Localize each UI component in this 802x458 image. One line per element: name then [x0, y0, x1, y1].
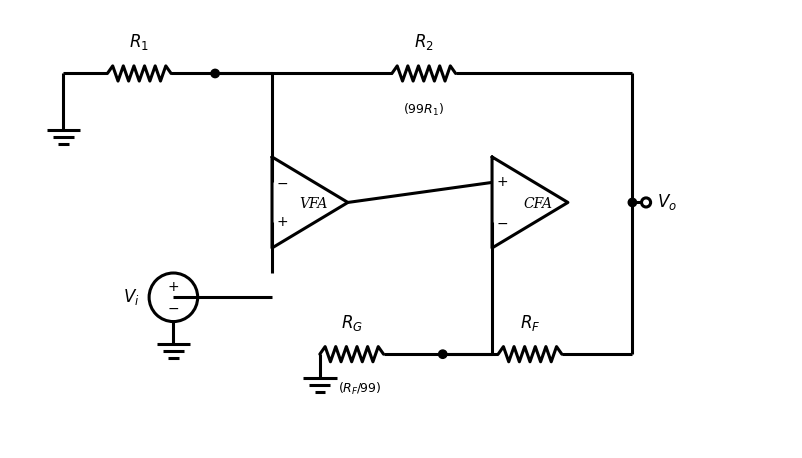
Text: $+$: $+$ — [276, 215, 288, 229]
Text: VFA: VFA — [300, 197, 328, 211]
Text: $R_2$: $R_2$ — [414, 32, 434, 52]
Text: $(99R_1)$: $(99R_1)$ — [403, 102, 444, 119]
Text: $+$: $+$ — [168, 280, 180, 294]
Text: $R_1$: $R_1$ — [129, 32, 149, 52]
Text: $V_i$: $V_i$ — [124, 287, 140, 307]
Circle shape — [211, 69, 219, 78]
Text: $R_F$: $R_F$ — [520, 313, 541, 333]
Text: $-$: $-$ — [276, 175, 288, 190]
Text: $+$: $+$ — [496, 175, 508, 190]
Text: $R_G$: $R_G$ — [341, 313, 363, 333]
Text: $(R_F/99)$: $(R_F/99)$ — [338, 381, 381, 397]
Text: $V_o$: $V_o$ — [657, 192, 677, 213]
Circle shape — [439, 350, 447, 358]
Text: CFA: CFA — [523, 197, 552, 211]
Text: $-$: $-$ — [168, 300, 180, 315]
Text: $-$: $-$ — [496, 215, 508, 229]
Circle shape — [628, 198, 637, 207]
